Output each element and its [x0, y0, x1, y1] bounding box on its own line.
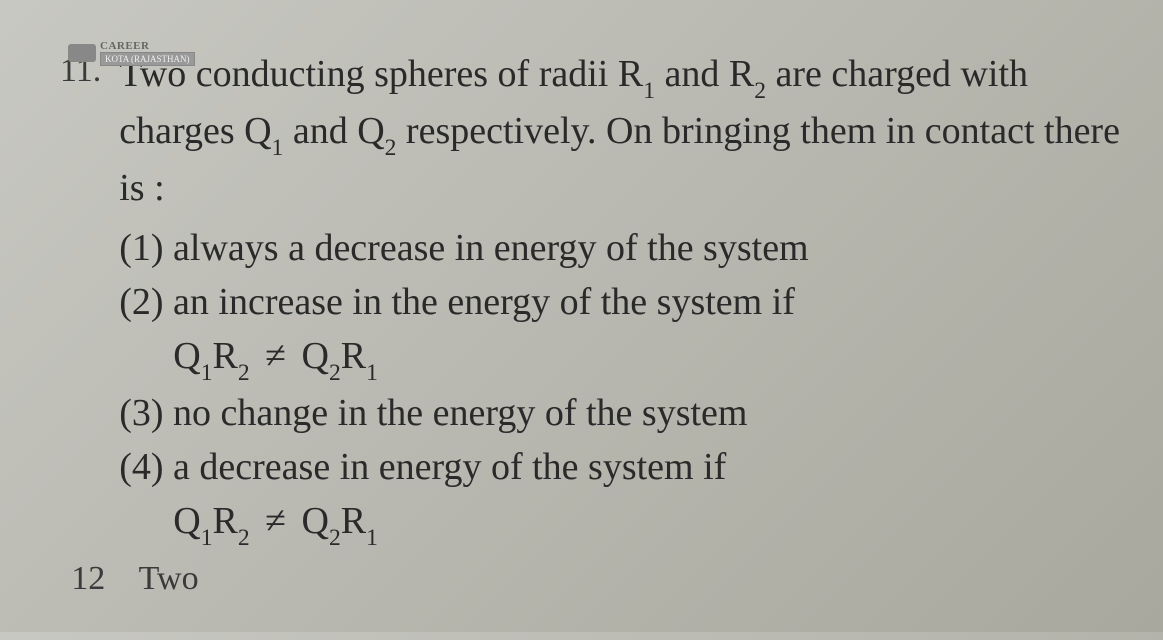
option-4: (4) a decrease in energy of the system i…	[119, 441, 1123, 495]
stem-q1-sub: 1	[272, 135, 284, 161]
question-body: Two conducting spheres of radii R1 and R…	[119, 48, 1123, 598]
opt4-Q2-sub: 2	[329, 525, 341, 551]
opt4-R1-sub: 1	[366, 525, 378, 551]
opt2-Q2: Q	[301, 335, 328, 377]
opt4-R2-sub: 2	[238, 525, 250, 551]
header-logo: CAREER KOTA (RAJASTHAN)	[68, 40, 195, 66]
option-1: (1) always a decrease in energy of the s…	[119, 222, 1123, 276]
opt2-Q1: Q	[173, 335, 200, 377]
page-container: CAREER KOTA (RAJASTHAN) 11. Two conducti…	[60, 48, 1123, 640]
cutoff-number: 12	[71, 560, 105, 597]
option-2-expr: Q1R2 ≠ Q2R1	[119, 330, 1123, 387]
opt2-R2-sub: 2	[238, 360, 250, 386]
question-stem: Two conducting spheres of radii R1 and R…	[119, 48, 1123, 216]
logo-brand-top: CAREER	[100, 40, 195, 52]
stem-q2-sub: 2	[385, 135, 397, 161]
option-4-expr: Q1R2 ≠ Q2R1	[119, 495, 1123, 552]
question-number: 11.	[60, 48, 101, 598]
opt2-Q2-sub: 2	[329, 360, 341, 386]
opt2-Q1-sub: 1	[201, 360, 213, 386]
stem-r1-sub: 1	[643, 78, 655, 104]
stem-end-1: are	[766, 53, 822, 95]
opt4-Q1-sub: 1	[201, 525, 213, 551]
opt2-R1: R	[341, 335, 366, 377]
question-block: 11. Two conducting spheres of radii R1 a…	[60, 48, 1123, 598]
opt2-noteq: ≠	[265, 330, 286, 384]
opt4-Q1: Q	[173, 500, 200, 542]
stem-mid-1: and R	[655, 53, 754, 95]
opt4-R2: R	[212, 500, 237, 542]
opt4-R1: R	[341, 500, 366, 542]
option-3: (3) no change in the energy of the syste…	[119, 387, 1123, 441]
opt2-R2: R	[212, 335, 237, 377]
cutoff-partial: Two	[139, 560, 199, 597]
stem-r2-sub: 2	[754, 78, 766, 104]
stem-end-2: respectively.	[396, 110, 596, 152]
option-2: (2) an increase in the energy of the sys…	[119, 276, 1123, 330]
opt4-noteq: ≠	[265, 495, 286, 549]
stem-mid-2: and Q	[283, 110, 384, 152]
opt4-Q2: Q	[301, 500, 328, 542]
logo-badge-icon	[68, 44, 96, 62]
logo-brand-box: KOTA (RAJASTHAN)	[100, 52, 195, 66]
stem-part-1: Two conducting spheres of radii R	[119, 53, 643, 95]
cutoff-next-question: 12 Two	[71, 560, 1123, 598]
opt2-R1-sub: 1	[366, 360, 378, 386]
